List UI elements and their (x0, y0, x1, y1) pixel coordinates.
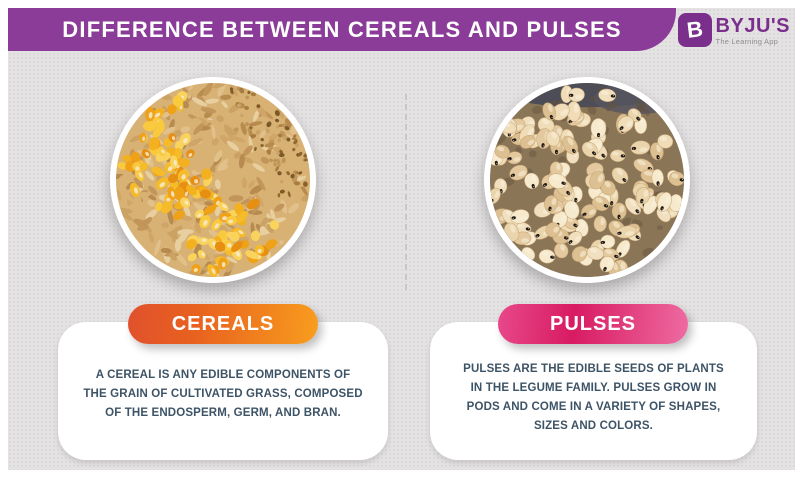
description-line: PULSES ARE THE EDIBLE SEEDS OF PLANTS (463, 363, 724, 375)
pulses-photo-art (490, 83, 684, 277)
logo-brand: BYJU'S (715, 15, 790, 37)
pulses-card: PULSES ARE THE EDIBLE SEEDS OF PLANTS IN… (430, 322, 757, 460)
pulses-description: PULSES ARE THE EDIBLE SEEDS OF PLANTS IN… (430, 360, 757, 436)
pulses-badge: PULSES (498, 304, 688, 344)
content-stage: DIFFERENCE BETWEEN CEREALS AND PULSES B … (8, 8, 795, 470)
description-line: THE GRAIN OF CULTIVATED GRASS, COMPOSED (83, 388, 363, 400)
header-bar: DIFFERENCE BETWEEN CEREALS AND PULSES (8, 8, 676, 51)
pulses-photo (484, 77, 690, 283)
description-line: PODS AND COME IN A VARIETY OF SHAPES, (466, 401, 721, 413)
vertical-dashed-divider (405, 94, 407, 290)
logo-tagline: The Learning App (715, 37, 778, 46)
cereals-photo (110, 77, 316, 283)
logo-text: BYJU'S The Learning App (716, 13, 790, 46)
description-line: OF THE ENDOSPERM, GERM, AND BRAN. (105, 407, 341, 419)
cereals-badge-label: CEREALS (171, 312, 275, 335)
cereals-badge: CEREALS (128, 304, 318, 344)
description-line: IN THE LEGUME FAMILY. PULSES GROW IN (470, 382, 717, 394)
page-title: DIFFERENCE BETWEEN CEREALS AND PULSES (62, 16, 622, 42)
description-line: SIZES AND COLORS. (533, 420, 654, 432)
pulses-badge-label: PULSES (549, 312, 637, 335)
byjus-logo: B BYJU'S The Learning App (677, 13, 790, 47)
byjus-b-icon: B (677, 13, 712, 47)
cereals-card: A CEREAL IS ANY EDIBLE COMPONENTS OF THE… (58, 322, 388, 460)
description-line: A CEREAL IS ANY EDIBLE COMPONENTS OF (95, 369, 351, 381)
cereals-photo-art (116, 83, 310, 277)
cereals-description: A CEREAL IS ANY EDIBLE COMPONENTS OF THE… (58, 366, 388, 423)
